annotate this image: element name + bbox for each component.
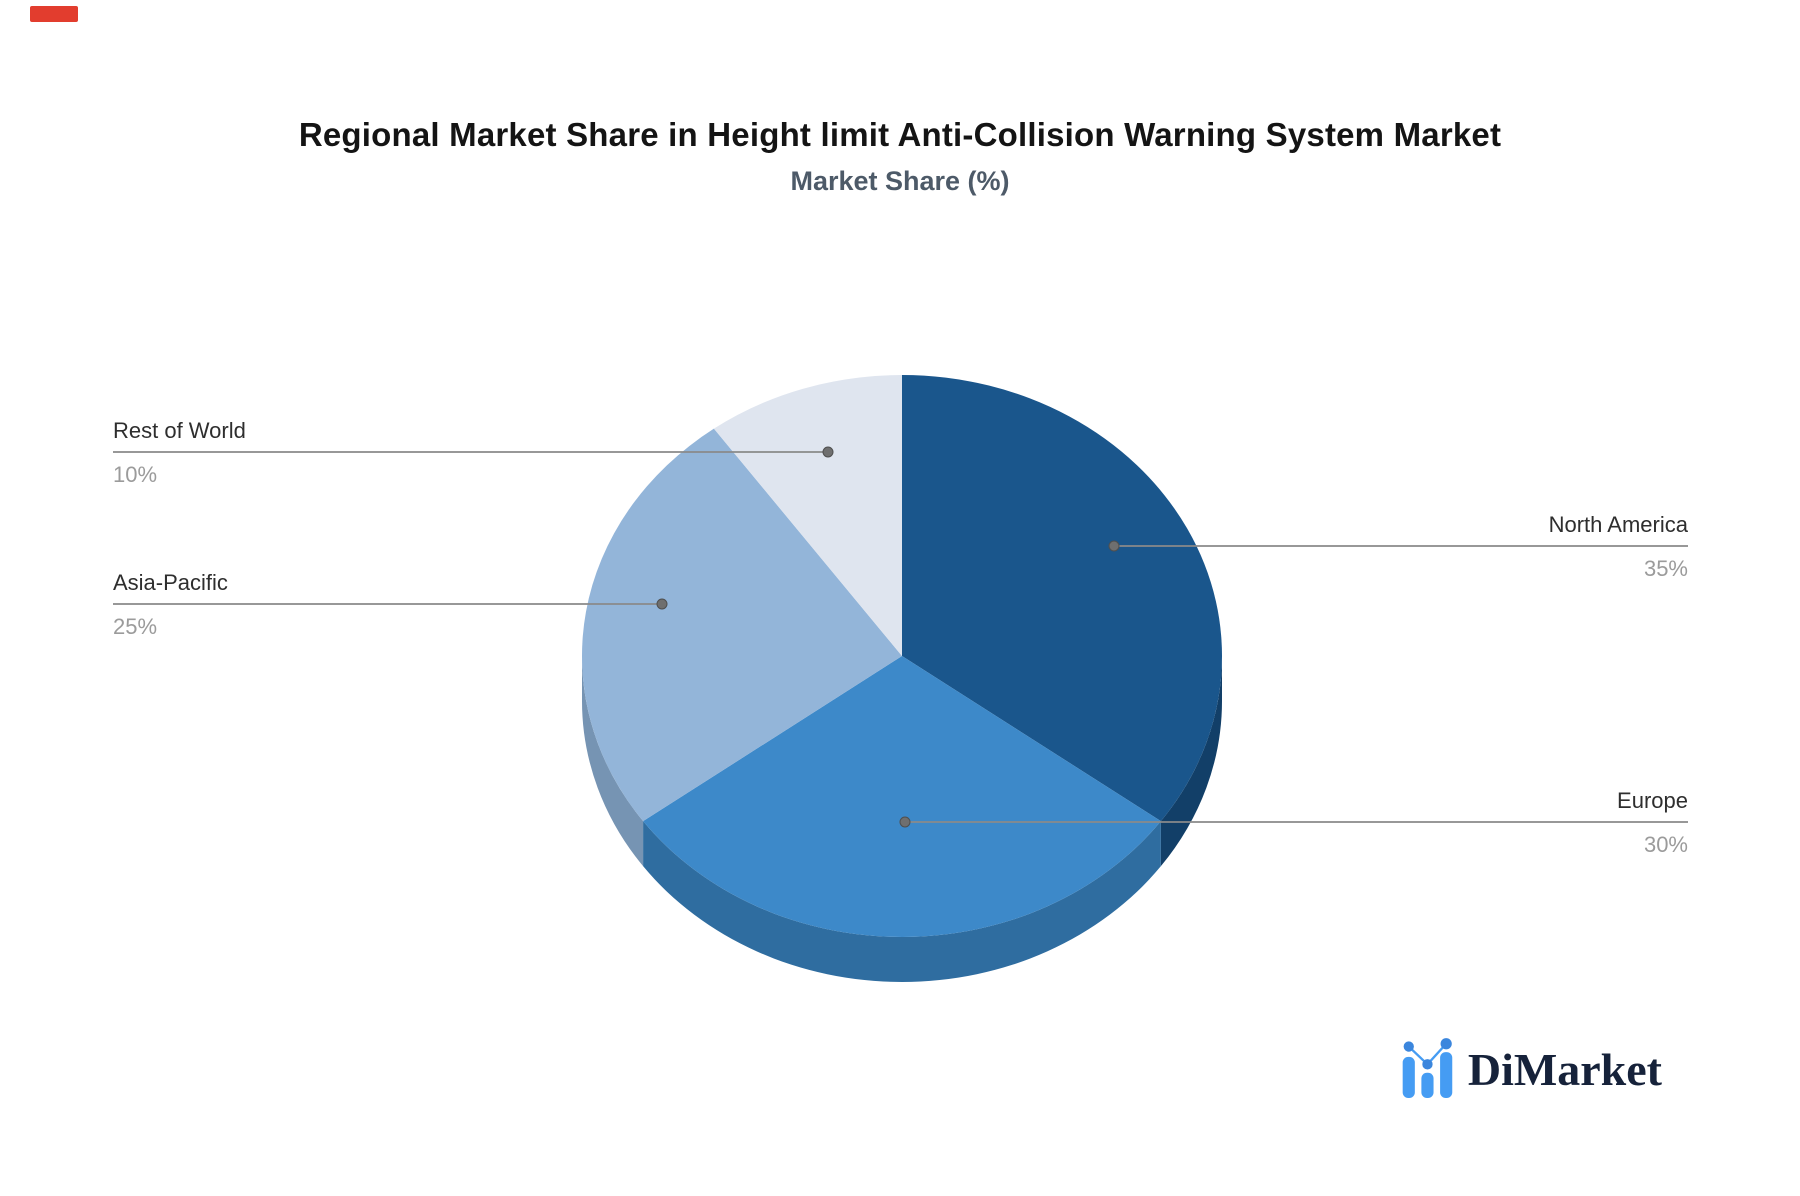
callout-asia-pacific: Asia-Pacific 25% [113, 568, 533, 642]
leader-dot-asia-pacific [656, 598, 668, 610]
pie-slice-asia-pacific[interactable] [581, 428, 902, 822]
callout-label: North America [1548, 512, 1688, 537]
pie-slice-rest-of-world[interactable] [713, 375, 902, 656]
brand-name: DiMarket [1467, 1044, 1662, 1095]
red-marker [30, 6, 78, 22]
pie-slice-europe[interactable] [643, 656, 1161, 938]
pie-slice-side-asia-pacific [582, 656, 644, 867]
callout-label: Asia-Pacific [113, 570, 228, 595]
dimarket-logo: DiMarket [1398, 1038, 1662, 1100]
callout-value: 25% [113, 614, 158, 639]
callout-label: Europe [1617, 788, 1688, 813]
callout-north-america: North America 35% [1268, 510, 1688, 584]
chart-subtitle: Market Share (%) [790, 166, 1010, 196]
callout-value: 35% [1643, 556, 1688, 581]
callout-rest-of-world: Rest of World 10% [113, 416, 533, 490]
chart-title: Regional Market Share in Height limit An… [298, 116, 1502, 153]
callout-value: 10% [113, 462, 158, 487]
callout-label: Rest of World [113, 418, 246, 443]
leader-dot-north-america [1108, 540, 1120, 552]
callout-europe: Europe 30% [1268, 786, 1688, 860]
dimarket-chart-icon [1402, 1038, 1453, 1098]
pie-slice-north-america[interactable] [902, 375, 1223, 822]
leader-dot-europe [899, 816, 911, 828]
pie-slice-side-north-america [1160, 656, 1222, 867]
leader-dot-rest-of-world [822, 446, 834, 458]
pie-slice-side-europe [643, 821, 1161, 983]
callout-value: 30% [1643, 832, 1688, 857]
